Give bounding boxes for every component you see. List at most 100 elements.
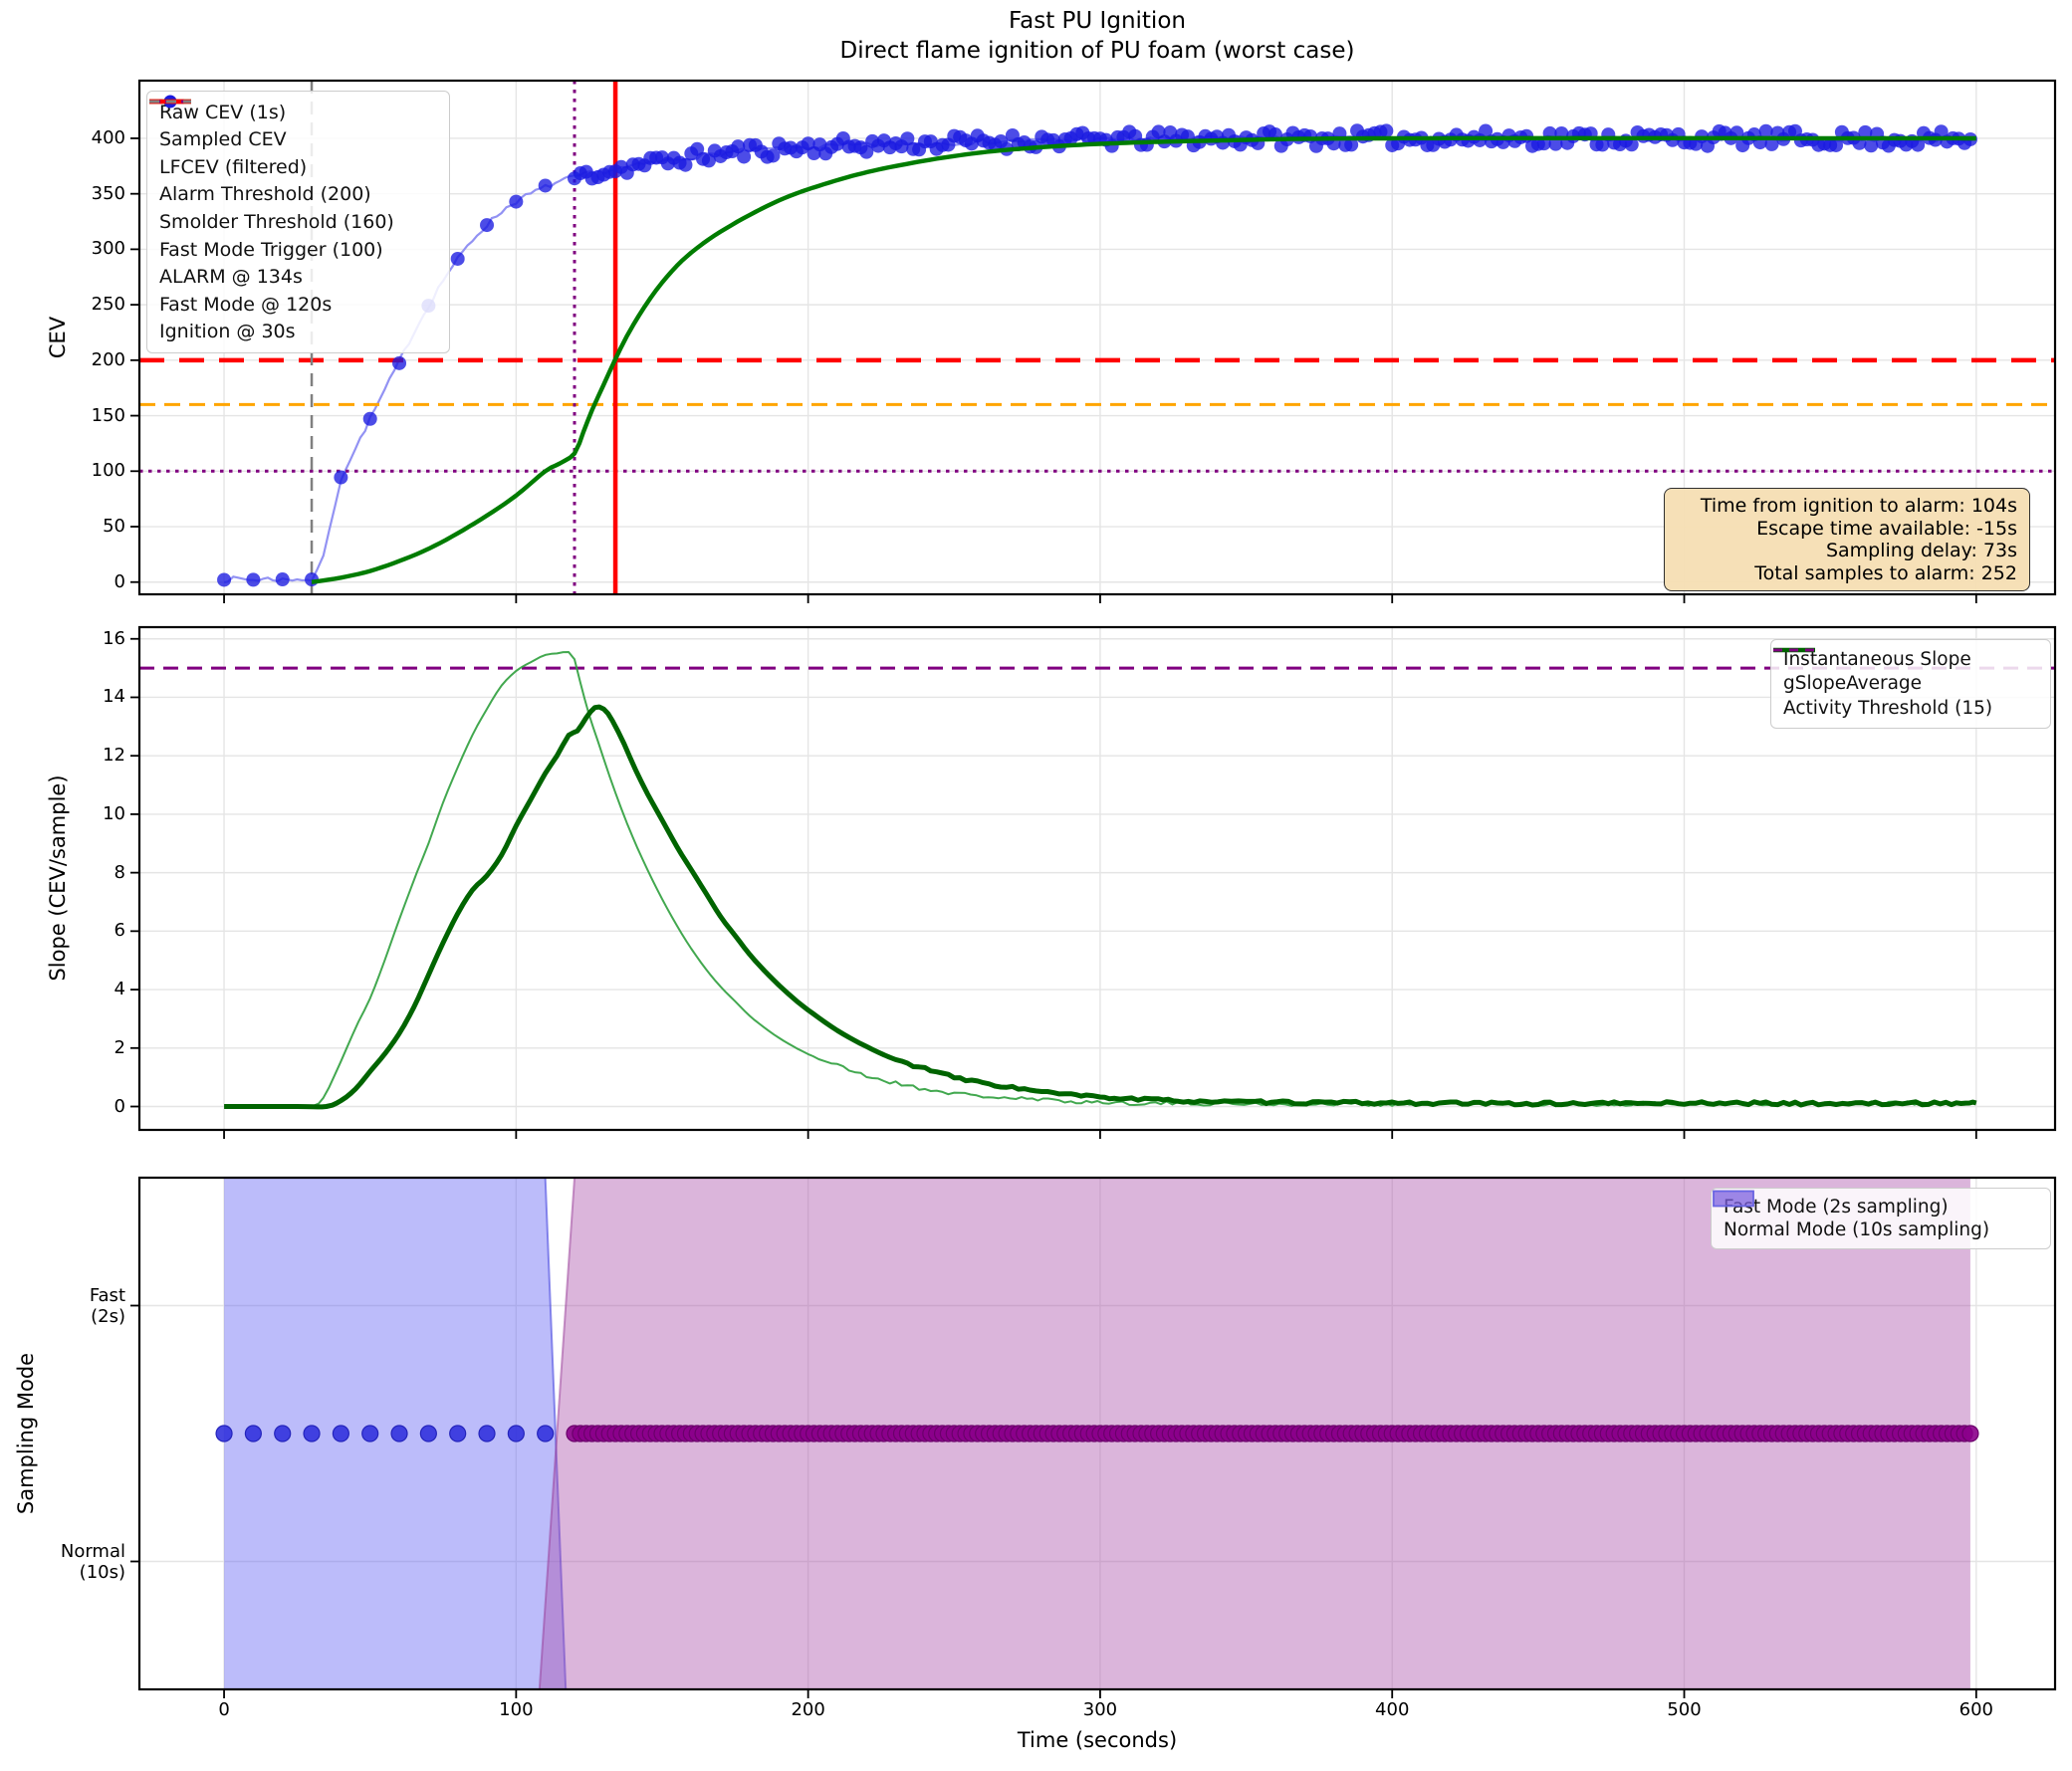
sample-dot: [274, 1425, 292, 1442]
y-tick-label: 200: [91, 348, 125, 370]
y-tick-label: 50: [103, 516, 125, 538]
legend-label: Sampled CEV: [159, 128, 287, 151]
panel-0: [139, 81, 2055, 594]
legend-label: gSlopeAverage: [1783, 673, 1923, 695]
legend-label: Normal Mode (10s sampling): [1724, 1219, 1990, 1240]
sample-dot: [361, 1425, 379, 1442]
legend-swatch-icon: [1713, 1190, 1754, 1208]
legend-item: Fast Mode @ 120s: [149, 100, 437, 316]
legend-swatch-icon: [149, 100, 191, 104]
sample-dot: [450, 251, 465, 266]
sample-dot: [507, 1425, 525, 1442]
y-tick-label: 0: [114, 1095, 125, 1117]
sample-dot: [509, 194, 524, 209]
x-tick-label: 300: [1082, 1699, 1118, 1720]
sample-dot: [217, 572, 232, 587]
annotation-box: Time from ignition to alarm: 104s Escape …: [1664, 488, 2030, 591]
legend-label: ALARM @ 134s: [159, 266, 303, 289]
y-tick-label: 2: [114, 1036, 125, 1058]
sample-dot: [215, 1425, 233, 1442]
sample-dot: [392, 355, 407, 370]
legend-slope: Instantaneous Slope gSlopeAverage Activity…: [1770, 639, 2051, 729]
legend-item: gSlopeAverage: [1773, 647, 2038, 695]
y-tick-label: 300: [91, 238, 125, 260]
y-tick-label: 6: [114, 920, 125, 942]
legend-label: Raw CEV (1s): [159, 101, 287, 123]
axes-spine: [137, 79, 2057, 596]
axes-spine: [137, 1176, 2057, 1691]
sample-dot: [1961, 1425, 1979, 1442]
annotation-line: Time from ignition to alarm: 104s: [1700, 495, 2017, 517]
sample-dot: [480, 218, 495, 233]
sample-dot: [1479, 123, 1494, 138]
legend-item: Fast Mode Trigger (100): [149, 100, 437, 261]
annotation-line: Escape time available: -15s: [1756, 517, 2017, 540]
sample-dot: [1624, 137, 1639, 152]
y-tick-label: 100: [91, 460, 125, 482]
sample-dot: [731, 139, 746, 154]
sample-dot: [1548, 136, 1563, 151]
sample-dot: [303, 1425, 321, 1442]
sample-dot: [1595, 137, 1610, 152]
lfcev-line: [311, 135, 1976, 584]
sample-dot: [1911, 137, 1926, 152]
legend-item: Alarm Threshold (200): [149, 99, 437, 206]
legend-cev: Raw CEV (1s) Sampled CEV LFCEV (filtered) A…: [146, 91, 450, 353]
legend-label: Fast Mode (2s sampling): [1724, 1197, 1949, 1218]
y-tick-label: Normal (10s): [60, 1540, 125, 1583]
sample-dot: [332, 1425, 349, 1442]
y-tick-label: 4: [114, 979, 125, 1000]
sample-dot: [737, 149, 752, 164]
legend-item: Sampled CEV: [159, 95, 437, 151]
x-tick-label: 500: [1667, 1699, 1702, 1720]
sample-dot: [390, 1425, 408, 1442]
y-tick-label: 350: [91, 182, 125, 204]
legend-label: Fast Mode @ 120s: [159, 293, 333, 316]
annotation-line: Total samples to alarm: 252: [1754, 561, 2017, 584]
axes-spine: [137, 625, 2057, 1132]
sample-dot: [1758, 123, 1773, 138]
y-tick-label: 0: [114, 570, 125, 592]
annotation-line: Sampling delay: 73s: [1825, 540, 2017, 561]
sample-dot: [362, 411, 377, 426]
sample-dot: [859, 144, 874, 159]
legend-item: Raw CEV (1s): [149, 100, 437, 123]
y-tick-label: 250: [91, 294, 125, 316]
legend-label: Instantaneous Slope: [1783, 648, 1971, 670]
sample-dot: [537, 1425, 555, 1442]
sample-dot: [1864, 138, 1879, 153]
sample-dot: [275, 572, 290, 587]
sample-dot: [449, 1425, 467, 1442]
y-tick-label: 400: [91, 126, 125, 148]
x-tick-label: 400: [1375, 1699, 1410, 1720]
sample-dot: [1829, 137, 1844, 152]
legend-label: Smolder Threshold (160): [159, 210, 394, 233]
y-tick-label: 12: [103, 745, 125, 767]
legend-item: LFCEV (filtered): [149, 99, 437, 178]
legend-item: Fast Mode (2s sampling): [1713, 1190, 2038, 1218]
x-tick-label: 200: [791, 1699, 825, 1720]
x-axis-label: Time (seconds): [1017, 1728, 1178, 1752]
legend-item: ALARM @ 134s: [149, 99, 437, 289]
sample-dot: [538, 178, 553, 193]
y-tick-label: 10: [103, 802, 125, 824]
legend-label: Alarm Threshold (200): [159, 183, 371, 206]
y-tick-label: 150: [91, 404, 125, 426]
legend-item: Smolder Threshold (160): [149, 100, 437, 233]
legend-item: Ignition @ 30s: [149, 100, 437, 343]
sample-dot: [766, 148, 781, 163]
legend-label: Activity Threshold (15): [1783, 698, 1993, 720]
normal-mode-region-edge: [544, 1178, 568, 1689]
legend-label: LFCEV (filtered): [159, 155, 308, 178]
legend-item: Instantaneous Slope: [1773, 648, 2038, 670]
sample-dot: [1344, 137, 1359, 152]
chart-title: Fast PU Ignition Direct flame ignition o…: [840, 6, 1355, 66]
y-tick-label: 16: [103, 627, 125, 649]
fast-mode-samples: [566, 1425, 1979, 1442]
sample-dot: [334, 470, 348, 485]
sample-dot: [419, 1425, 437, 1442]
g-slope-average-line: [224, 704, 1977, 1110]
sample-dot: [246, 572, 261, 587]
legend-label: Ignition @ 30s: [159, 321, 296, 343]
x-tick-label: 0: [218, 1699, 230, 1720]
